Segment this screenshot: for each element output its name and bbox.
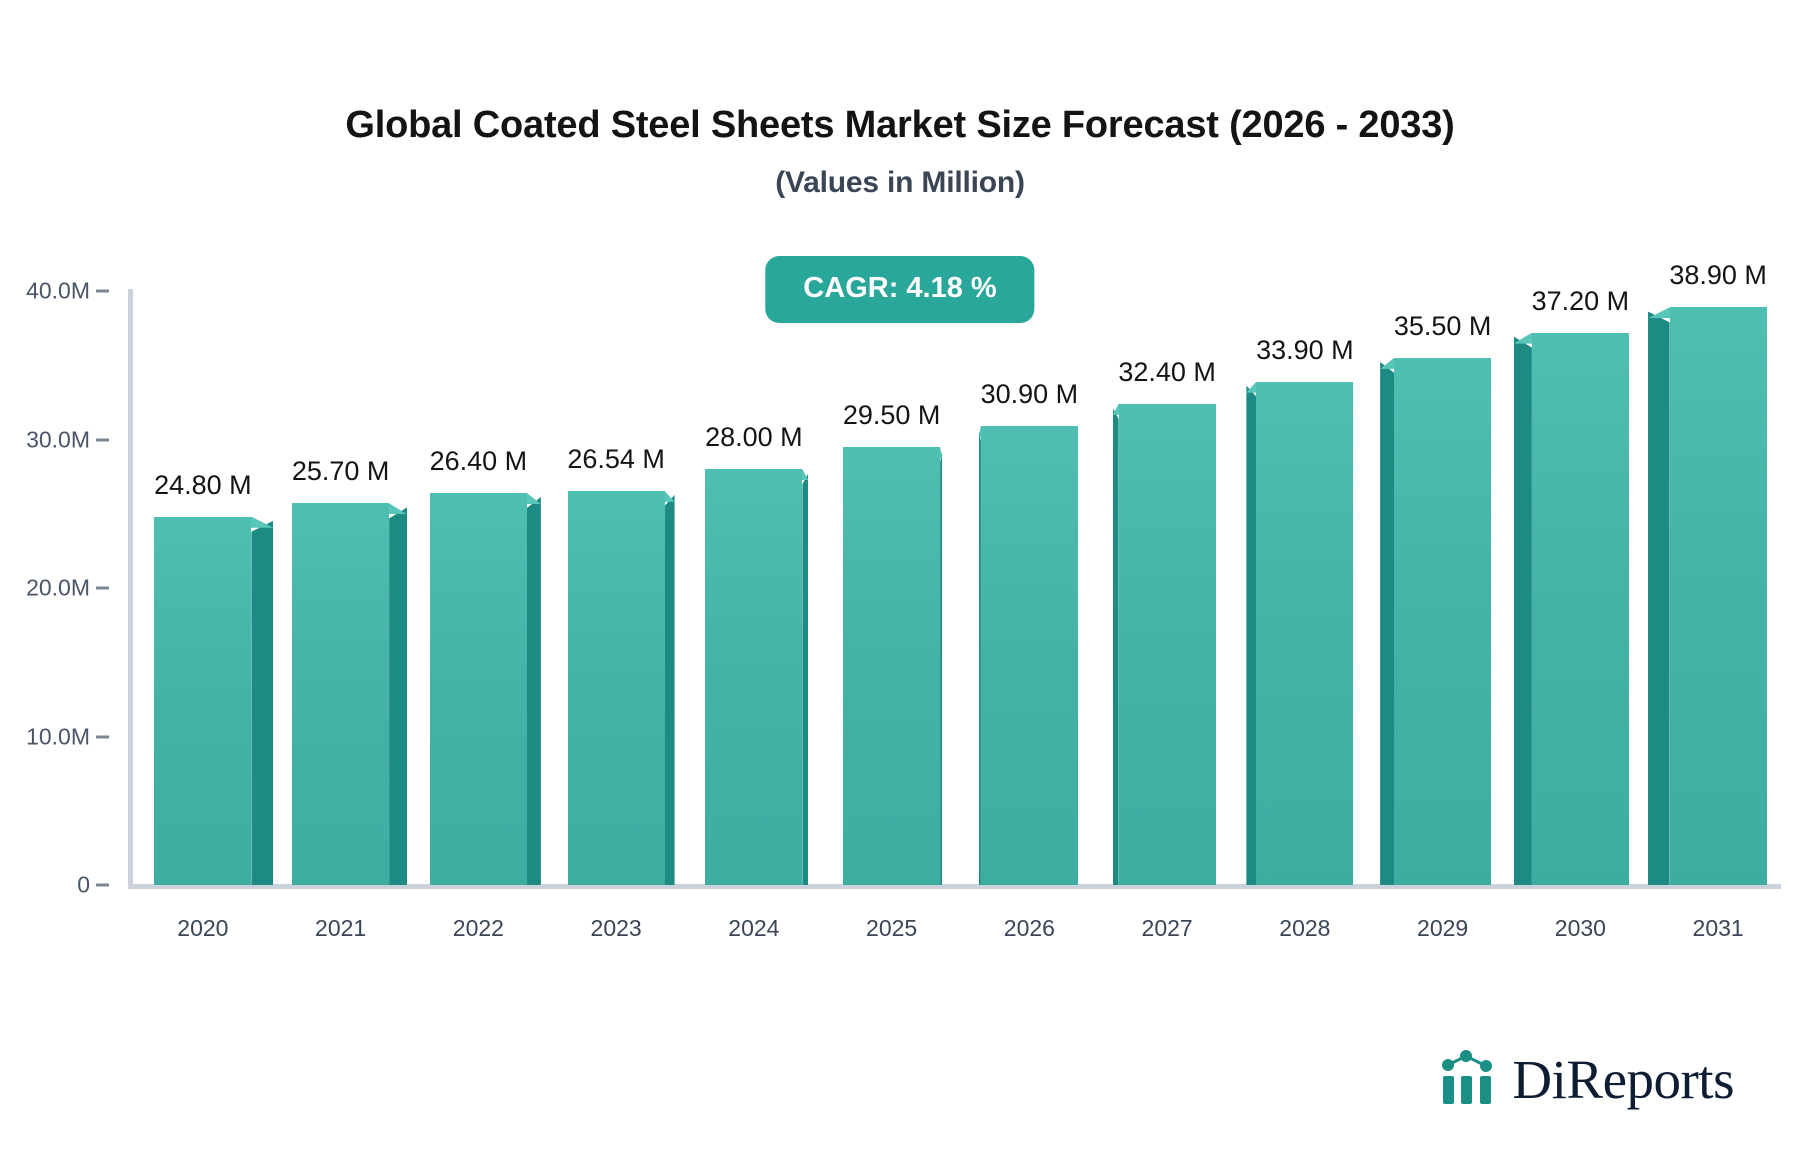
bar-group[interactable]: 37.20 M [1513, 285, 1630, 885]
bar-front-face [1118, 403, 1216, 885]
bar-front-face [980, 426, 1078, 885]
bar-front-face [154, 516, 252, 885]
x-axis-tick-label: 2020 [177, 915, 229, 941]
bar-side-face [251, 520, 274, 885]
bar-value-label: 32.40 M [1118, 356, 1216, 387]
bar-group[interactable]: 32.40 M [1112, 285, 1216, 885]
cagr-badge: CAGR: 4.18 % [765, 256, 1035, 323]
x-axis-tick-label: 2025 [866, 915, 918, 941]
x-axis-tick-label: 2022 [452, 915, 504, 941]
y-axis-tick-mark [96, 735, 109, 738]
y-axis-tick-mark [96, 586, 109, 590]
bar-side-face [1112, 407, 1119, 885]
x-axis-tick-label: 2029 [1417, 915, 1469, 941]
bar-side-face [389, 507, 408, 885]
bar-side-face [1647, 311, 1670, 885]
y-axis-tick-label: 30.0M [26, 426, 90, 452]
bar-value-label: 26.54 M [567, 443, 665, 474]
bar-value-label: 33.90 M [1256, 334, 1354, 365]
bar-side-face [664, 494, 675, 885]
bar-group[interactable]: 38.90 M [1647, 260, 1767, 885]
bar-front-face [843, 446, 941, 885]
bar-group[interactable]: 30.90 M [978, 285, 1079, 885]
y-axis: 0 10.0M 20.0M 30.0M 40.0M [0, 0, 112, 1156]
bar-group[interactable]: 28.00 M [705, 285, 809, 885]
chart-subtitle: (Values in Million) [775, 165, 1025, 199]
bar-front-face [292, 503, 390, 885]
y-axis-tick-mark [96, 883, 109, 887]
bar-value-label: 24.80 M [154, 469, 252, 500]
y-axis-tick-label: 40.0M [26, 277, 90, 304]
bar-side-face [1513, 336, 1532, 885]
bar-front-face [1531, 332, 1629, 885]
x-axis-tick-label: 2026 [1003, 915, 1055, 941]
bar-group[interactable]: 33.90 M [1246, 285, 1354, 885]
bar-value-label: 37.20 M [1531, 285, 1630, 316]
bar-group[interactable]: 24.80 M [154, 285, 274, 885]
bar-front-face [1256, 381, 1354, 885]
bar-value-label: 28.00 M [705, 422, 803, 453]
title-block: Global Coated Steel Sheets Market Size F… [0, 104, 1800, 200]
bar-side-face [978, 430, 981, 885]
bar-front-face [705, 469, 803, 885]
bar-front-face [1669, 307, 1767, 885]
brand-name: DiReports [1512, 1048, 1734, 1110]
y-axis-tick-mark [96, 438, 109, 441]
bar-value-label: 25.70 M [291, 456, 390, 487]
x-axis-tick-label: 2031 [1692, 915, 1744, 941]
x-axis-tick-label: 2021 [315, 915, 367, 941]
bar-front-face [1394, 357, 1492, 885]
x-axis-tick-label: 2027 [1141, 915, 1193, 941]
x-axis-tick-label: 2028 [1279, 915, 1331, 941]
bar-value-label: 35.50 M [1393, 310, 1492, 341]
bar-group[interactable]: 29.50 M [842, 285, 943, 885]
bar-value-label: 30.90 M [980, 379, 1079, 410]
bars-layer: 24.80 M 25.70 M 26.40 M 26.54 M 28.00 M 29.50… [128, 0, 1781, 1156]
x-axis: 2020 2021 2022 2023 2024 2025 2026 2027 2028 2029… [128, 915, 1781, 955]
bar-value-label: 29.50 M [842, 399, 941, 430]
y-axis-tick-label: 10.0M [26, 723, 90, 749]
bar-side-face [1380, 361, 1395, 885]
bar-side-face [1246, 385, 1257, 885]
bar-chart-icon [1442, 1050, 1493, 1104]
x-axis-tick-label: 2023 [590, 915, 642, 941]
bar-group[interactable]: 35.50 M [1380, 285, 1492, 885]
bar-group[interactable]: 25.70 M [291, 285, 408, 885]
y-axis-tick-label: 0 [77, 871, 90, 898]
bar-front-face [429, 492, 527, 885]
x-axis-line [128, 884, 1781, 889]
y-axis-tick-label: 20.0M [26, 574, 90, 601]
bar-group[interactable]: 26.40 M [429, 285, 541, 885]
bar-side-face [802, 473, 809, 885]
brand-logo: DiReports [1440, 1050, 1734, 1108]
bar-value-label: 38.90 M [1669, 260, 1767, 291]
x-axis-tick-label: 2024 [728, 915, 780, 941]
bar-value-label: 26.40 M [429, 445, 528, 476]
page-title: Global Coated Steel Sheets Market Size F… [345, 104, 1455, 146]
y-axis-line [128, 289, 133, 887]
bar-front-face [567, 490, 665, 885]
y-axis-tick-mark [96, 289, 109, 293]
x-axis-tick-label: 2030 [1554, 915, 1606, 941]
bar-side-face [940, 450, 943, 885]
bar-group[interactable]: 26.54 M [567, 285, 675, 885]
bar-side-face [526, 496, 541, 885]
